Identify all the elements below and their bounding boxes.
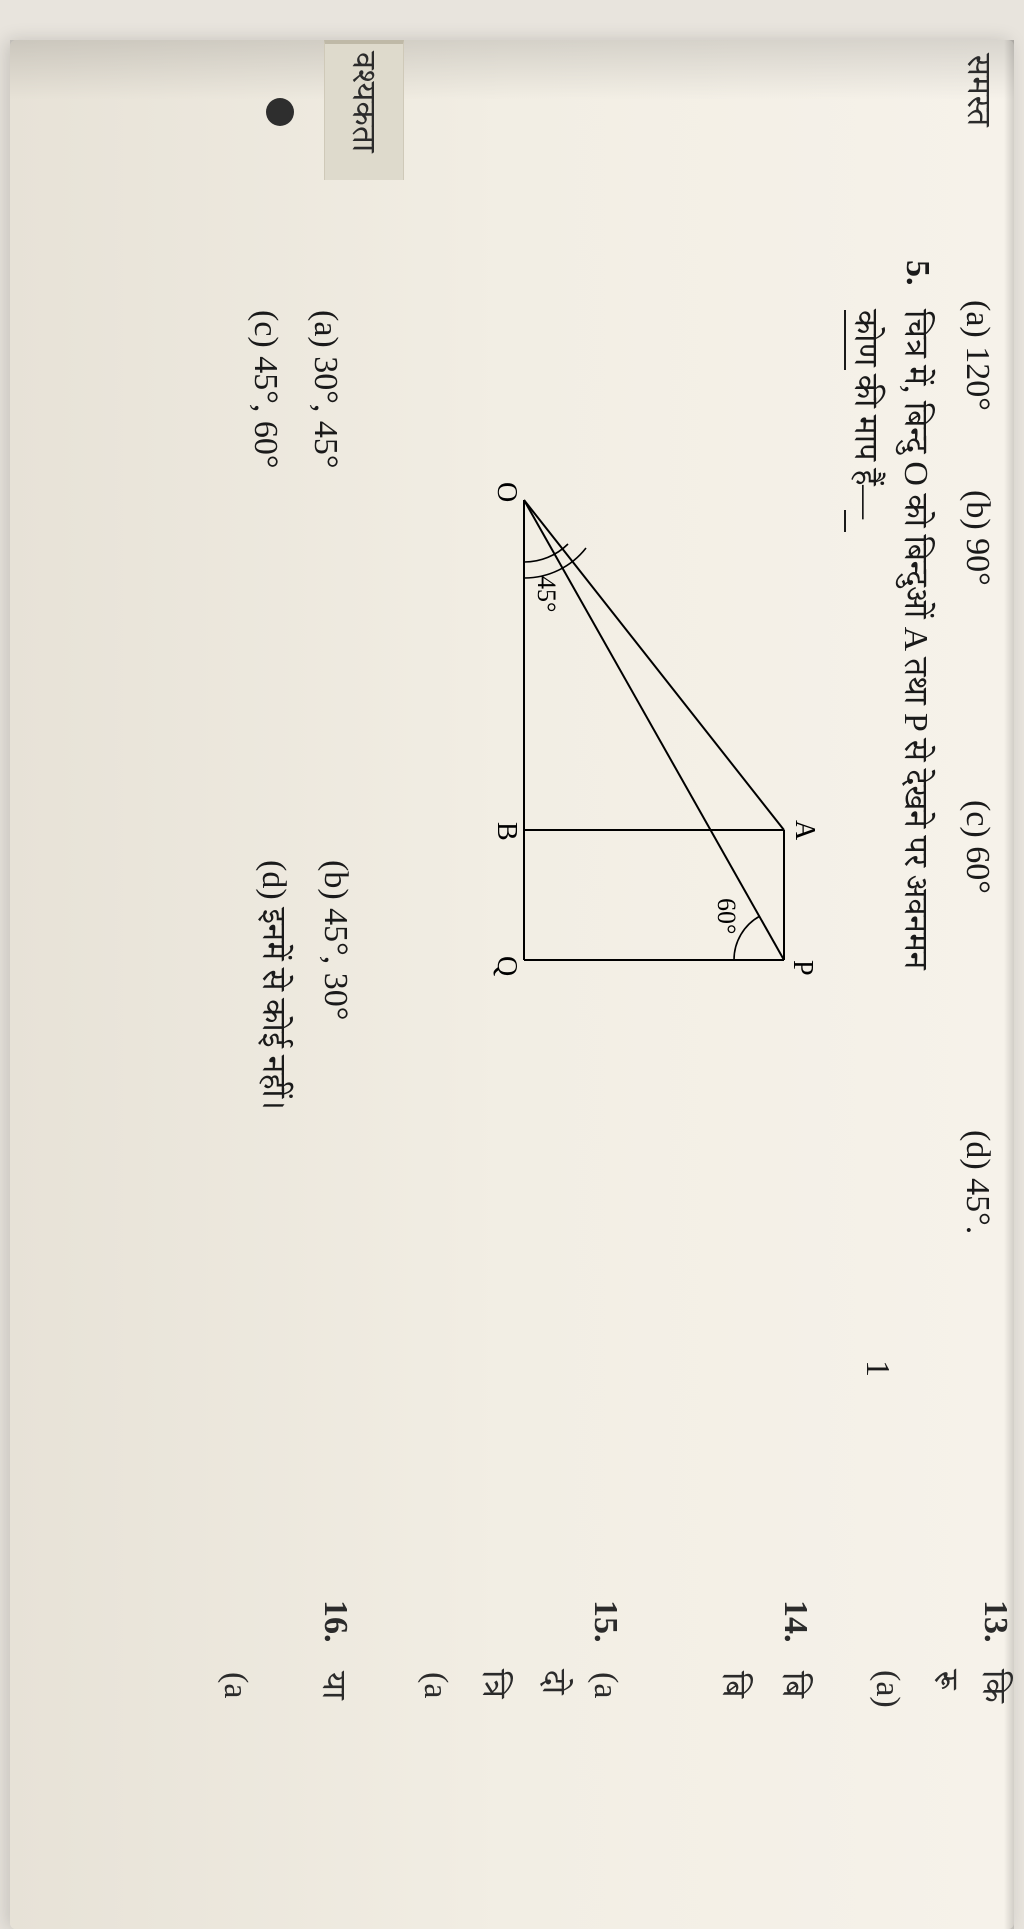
q5-diagram: O B Q A P 45° 60° (464, 460, 824, 1020)
paper-sheet: समस्त वश्यकता (a) 120° (b) 90° (c) 60° (… (10, 40, 1014, 1929)
bullet-dot (266, 98, 294, 126)
q5-option-a: (a) 30°, 45° (306, 310, 344, 468)
rq14-frag1: बि (761, 1672, 814, 1698)
rq16-num: 16. (316, 1600, 354, 1643)
rq15-num: 15. (586, 1600, 624, 1643)
q5-underline-dash (844, 510, 846, 532)
svg-text:P: P (787, 960, 818, 976)
svg-text:Q: Q (491, 956, 522, 976)
rq14-frag2: बि (701, 1672, 754, 1698)
q5-option-c: (c) 45°, 60° (246, 310, 284, 468)
rq15-frag3: त्रि (461, 1670, 514, 1698)
rq13-frag3: (a) (868, 1670, 906, 1708)
q4-option-d: (d) 45°. (958, 1130, 996, 1234)
q5-marks: 1 (858, 1360, 896, 1377)
rq13-frag1: कि (961, 1670, 1014, 1703)
rq13-num: 13. (976, 1600, 1014, 1643)
margin-word-2: वश्यकता (331, 52, 384, 152)
binding-shadow (10, 40, 1014, 100)
margin-word-1: समस्त (946, 54, 999, 126)
svg-text:60°: 60° (712, 898, 741, 934)
rq16-frag1: या (301, 1672, 354, 1699)
q4-option-b: (b) 90° (958, 490, 996, 586)
q5-option-d: (d) इनमें से कोई नहीं। (241, 860, 294, 1110)
rq15-frag2: दो (521, 1670, 574, 1694)
rotated-page: समस्त वश्यकता (a) 120° (b) 90° (c) 60° (… (0, 0, 1024, 1024)
rq15-frag1: (a (586, 1672, 624, 1698)
q5-option-b: (b) 45°, 30° (316, 860, 354, 1020)
q5-underline-1 (844, 310, 846, 370)
svg-text:45°: 45° (532, 576, 561, 612)
rq15-frag4: (a (416, 1672, 454, 1698)
q5-stem-line2: कोण की माप हैं— (833, 310, 886, 519)
q4-option-a: (a) 120° (958, 300, 996, 411)
q5-stem-line1: चित्र में, बिन्दु O को बिन्दुओं A तथा P … (883, 310, 936, 969)
rq13-frag2: रू (913, 1670, 966, 1689)
svg-text:B: B (491, 822, 522, 841)
q4-option-c: (c) 60° (958, 800, 996, 894)
q5-number: 5. (898, 260, 936, 286)
rq14-num: 14. (776, 1600, 814, 1643)
svg-text:O: O (491, 482, 522, 502)
svg-text:A: A (789, 820, 820, 841)
rq16-frag2: (a (216, 1672, 254, 1698)
